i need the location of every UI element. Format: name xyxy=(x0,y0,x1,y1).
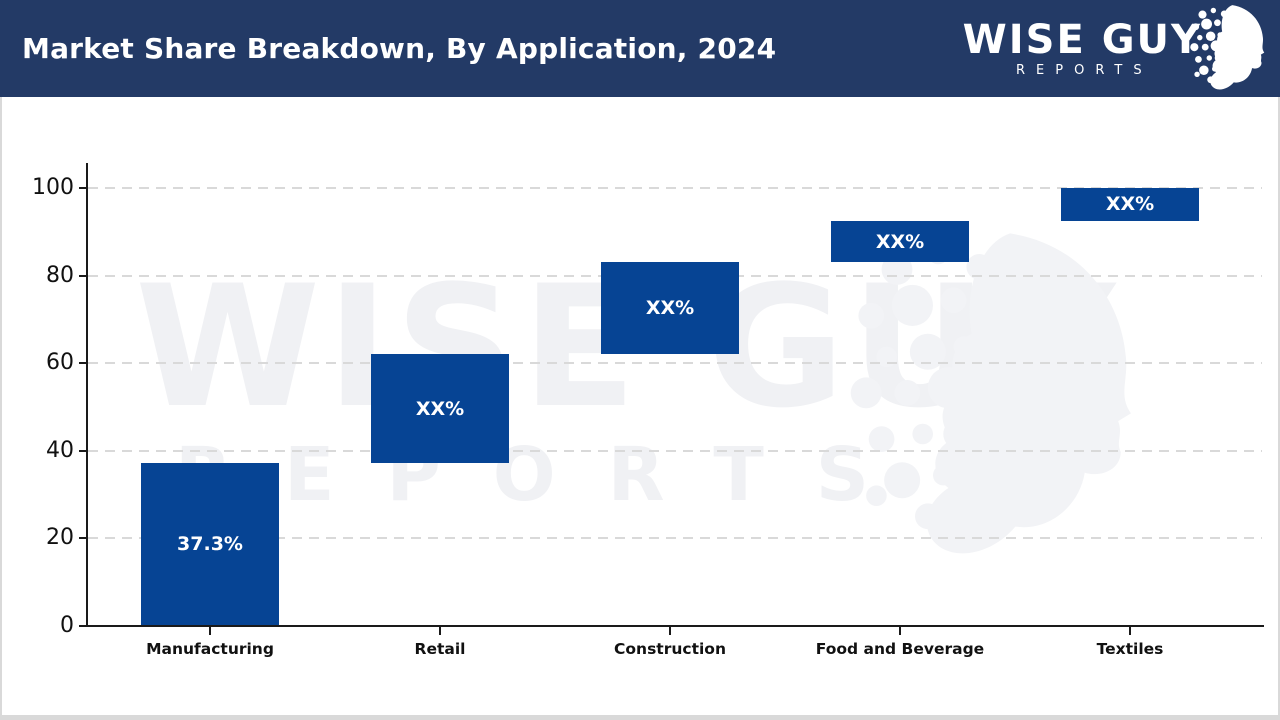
bar-value-label-food-and-beverage: XX% xyxy=(875,230,925,253)
logo-head-icon xyxy=(1190,5,1265,90)
y-tick-80 xyxy=(79,274,87,277)
x-tick-construction xyxy=(669,627,671,635)
bar-construction: XX% xyxy=(601,262,739,355)
x-tick-manufacturing xyxy=(209,627,211,635)
logo-subtitle: REPORTS xyxy=(1016,62,1153,78)
y-tick-100 xyxy=(79,187,87,189)
x-tick-label-retail: Retail xyxy=(414,640,466,658)
y-axis-line xyxy=(86,163,88,627)
x-tick-retail xyxy=(439,627,441,635)
x-tick-label-textiles: Textiles xyxy=(1096,640,1164,658)
bar-value-label-construction: XX% xyxy=(645,297,695,320)
x-tick-textiles xyxy=(1129,627,1131,635)
gridline-40 xyxy=(88,449,1262,452)
bar-value-label-retail: XX% xyxy=(415,397,465,420)
y-tick-20 xyxy=(79,537,87,540)
bar-value-label-textiles: XX% xyxy=(1105,193,1155,216)
gridline-60 xyxy=(88,362,1262,365)
x-tick-label-construction: Construction xyxy=(614,640,726,658)
y-tick-label-60: 60 xyxy=(46,350,74,376)
header-banner: Market Share Breakdown, By Application, … xyxy=(0,0,1280,97)
y-tick-40 xyxy=(79,449,87,452)
y-tick-label-80: 80 xyxy=(46,262,74,288)
x-tick-label-food-and-beverage: Food and Beverage xyxy=(815,640,985,658)
gridline-100 xyxy=(88,187,1262,189)
bar-value-label-manufacturing: 37.3% xyxy=(177,533,243,556)
bar-textiles: XX% xyxy=(1061,188,1199,221)
y-tick-0 xyxy=(79,625,87,627)
y-tick-label-0: 0 xyxy=(60,613,74,638)
wise-guy-reports-logo: WISE GUY REPORTS xyxy=(963,1,1280,96)
y-tick-label-100: 100 xyxy=(32,175,74,200)
y-tick-60 xyxy=(79,362,87,365)
logo-text: WISE GUY REPORTS xyxy=(963,20,1202,78)
x-tick-food-and-beverage xyxy=(899,627,901,635)
logo-wordmark: WISE GUY xyxy=(962,16,1202,63)
bar-food-and-beverage: XX% xyxy=(831,220,969,263)
x-tick-label-manufacturing: Manufacturing xyxy=(146,640,274,658)
page-title: Market Share Breakdown, By Application, … xyxy=(22,32,777,65)
bottom-divider xyxy=(0,715,1280,720)
gridline-20 xyxy=(88,537,1262,540)
bar-manufacturing: 37.3% xyxy=(141,462,279,626)
y-tick-label-40: 40 xyxy=(46,437,74,463)
y-tick-label-20: 20 xyxy=(46,525,74,551)
bar-retail: XX% xyxy=(371,354,509,463)
x-axis-line xyxy=(86,625,1264,627)
